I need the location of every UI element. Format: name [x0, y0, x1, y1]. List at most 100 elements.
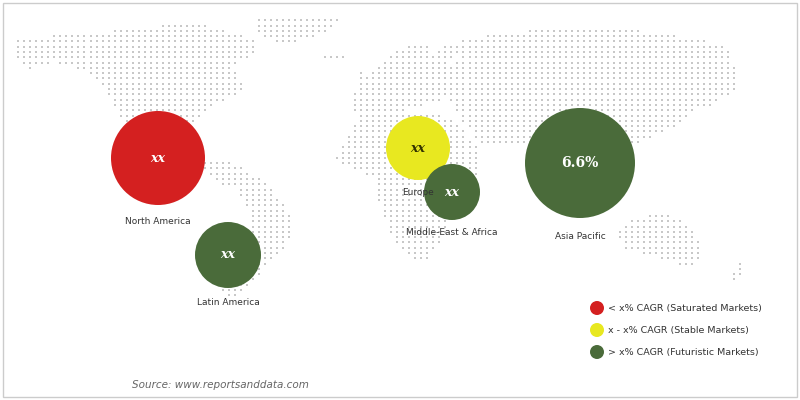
Point — [222, 70, 235, 76]
Point — [409, 86, 422, 92]
Point — [656, 86, 669, 92]
Point — [36, 38, 49, 45]
Point — [120, 91, 133, 98]
Point — [427, 75, 440, 82]
Point — [265, 250, 278, 256]
Point — [445, 54, 458, 60]
Point — [662, 218, 674, 224]
Point — [566, 49, 578, 55]
Point — [186, 44, 199, 50]
Point — [590, 33, 602, 39]
Point — [246, 192, 259, 198]
Point — [144, 49, 157, 55]
Point — [542, 80, 554, 87]
Point — [162, 22, 175, 29]
Point — [72, 65, 85, 71]
Point — [643, 244, 656, 251]
Point — [631, 75, 644, 82]
Point — [253, 260, 266, 267]
Point — [542, 112, 554, 119]
Point — [391, 107, 404, 114]
Point — [156, 91, 169, 98]
Point — [367, 155, 380, 161]
Point — [475, 134, 488, 140]
Point — [253, 255, 266, 262]
Point — [427, 91, 440, 98]
Point — [132, 44, 145, 50]
Point — [518, 75, 530, 82]
Point — [656, 250, 669, 256]
Point — [487, 107, 500, 114]
Point — [445, 80, 458, 87]
Point — [229, 287, 242, 293]
Point — [144, 80, 157, 87]
Point — [355, 80, 368, 87]
Point — [84, 38, 97, 45]
Point — [108, 91, 121, 98]
Point — [270, 28, 283, 34]
Circle shape — [590, 301, 604, 315]
Point — [547, 91, 560, 98]
Point — [258, 202, 271, 209]
Point — [379, 170, 392, 177]
Point — [349, 155, 362, 161]
Point — [469, 44, 482, 50]
Point — [686, 239, 698, 246]
Point — [692, 60, 705, 66]
Point — [126, 128, 139, 134]
Point — [258, 239, 271, 246]
Point — [619, 239, 632, 246]
Point — [571, 75, 584, 82]
Point — [253, 239, 266, 246]
Point — [217, 271, 230, 277]
Point — [120, 54, 133, 60]
Point — [674, 118, 686, 124]
Point — [180, 38, 193, 45]
Point — [619, 28, 632, 34]
Point — [457, 144, 470, 150]
Point — [385, 112, 398, 119]
Point — [578, 44, 590, 50]
Point — [96, 70, 109, 76]
Point — [523, 75, 536, 82]
Point — [668, 65, 681, 71]
Point — [469, 165, 482, 172]
Point — [542, 49, 554, 55]
Point — [578, 91, 590, 98]
Point — [391, 118, 404, 124]
Point — [391, 144, 404, 150]
Point — [385, 149, 398, 156]
Point — [246, 181, 259, 188]
Point — [246, 213, 259, 219]
Point — [433, 112, 446, 119]
Point — [168, 33, 181, 39]
Point — [530, 112, 542, 119]
Point — [571, 134, 584, 140]
Point — [318, 17, 331, 24]
Point — [144, 28, 157, 34]
Point — [662, 112, 674, 119]
Point — [619, 107, 632, 114]
Point — [511, 75, 524, 82]
Point — [258, 223, 271, 230]
Point — [138, 86, 151, 92]
Point — [559, 118, 572, 124]
Point — [132, 123, 145, 129]
Point — [487, 96, 500, 103]
Point — [631, 70, 644, 76]
Point — [162, 128, 175, 134]
Point — [373, 102, 386, 108]
Point — [535, 54, 548, 60]
Point — [626, 102, 638, 108]
Point — [692, 70, 705, 76]
Point — [210, 160, 223, 166]
Point — [662, 91, 674, 98]
Point — [451, 192, 464, 198]
Point — [650, 65, 662, 71]
Point — [668, 223, 681, 230]
Point — [704, 91, 717, 98]
Point — [229, 165, 242, 172]
Point — [78, 33, 91, 39]
Point — [619, 70, 632, 76]
Point — [475, 70, 488, 76]
